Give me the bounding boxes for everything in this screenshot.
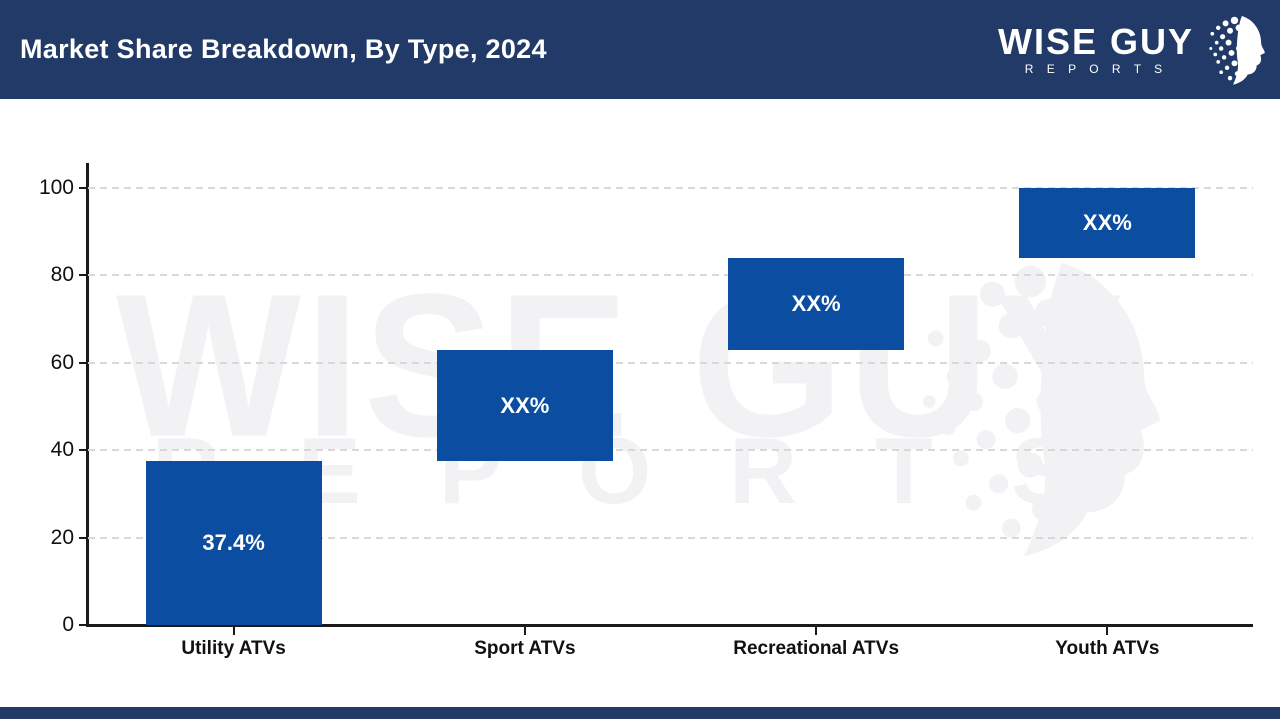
x-tick — [815, 627, 818, 635]
logo-face-dots-icon — [1209, 15, 1265, 85]
y-tick-20 — [79, 536, 87, 539]
x-category-label: Youth ATVs — [1055, 638, 1160, 659]
y-axis-spine — [86, 163, 89, 627]
y-tick-80 — [79, 274, 87, 276]
y-tick-label: 40 — [50, 438, 74, 461]
footer-bar — [0, 707, 1280, 719]
y-tick-40 — [79, 449, 87, 451]
x-category-label: Sport ATVs — [474, 638, 576, 659]
bar-value-label: XX% — [500, 392, 550, 418]
bar-sport-atvs — [436, 350, 613, 462]
bar-value-label: XX% — [1082, 209, 1132, 235]
bar-recreational-atvs — [728, 257, 905, 351]
y-tick-label: 100 — [38, 175, 74, 199]
x-axis-spine — [88, 624, 1253, 627]
header-bar: Market Share Breakdown, By Type, 2024 WI… — [0, 0, 1280, 99]
x-category-label: Utility ATVs — [181, 638, 286, 659]
gridline-40 — [88, 449, 1253, 451]
gridline-20 — [88, 536, 1253, 539]
bar-youth-atvs — [1019, 187, 1196, 258]
bar-utility-atvs — [145, 461, 322, 625]
x-tick — [232, 627, 235, 635]
wise-guy-logo: WISE GUY R E P O R T S — [998, 0, 1270, 99]
gridline-60 — [88, 361, 1253, 364]
bar-value-label: 37.4% — [202, 530, 265, 556]
bar-value-label: XX% — [791, 290, 841, 316]
x-category-label: Recreational ATVs — [733, 638, 900, 659]
x-tick — [523, 627, 526, 635]
y-tick-100 — [79, 186, 87, 189]
y-tick-label: 60 — [50, 350, 74, 374]
gridline-100 — [88, 186, 1253, 189]
y-tick-label: 20 — [50, 525, 74, 549]
y-tick-60 — [79, 361, 87, 364]
logo-subtext: R E P O R T S — [1024, 62, 1168, 76]
logo-wordmark: WISE GUY — [997, 21, 1194, 62]
y-tick-label: 0 — [62, 613, 74, 636]
gridline-80 — [88, 274, 1253, 276]
page-title: Market Share Breakdown, By Type, 2024 — [20, 34, 547, 64]
y-tick-0 — [79, 624, 87, 626]
y-tick-label: 80 — [50, 263, 74, 286]
x-tick — [1106, 627, 1109, 635]
